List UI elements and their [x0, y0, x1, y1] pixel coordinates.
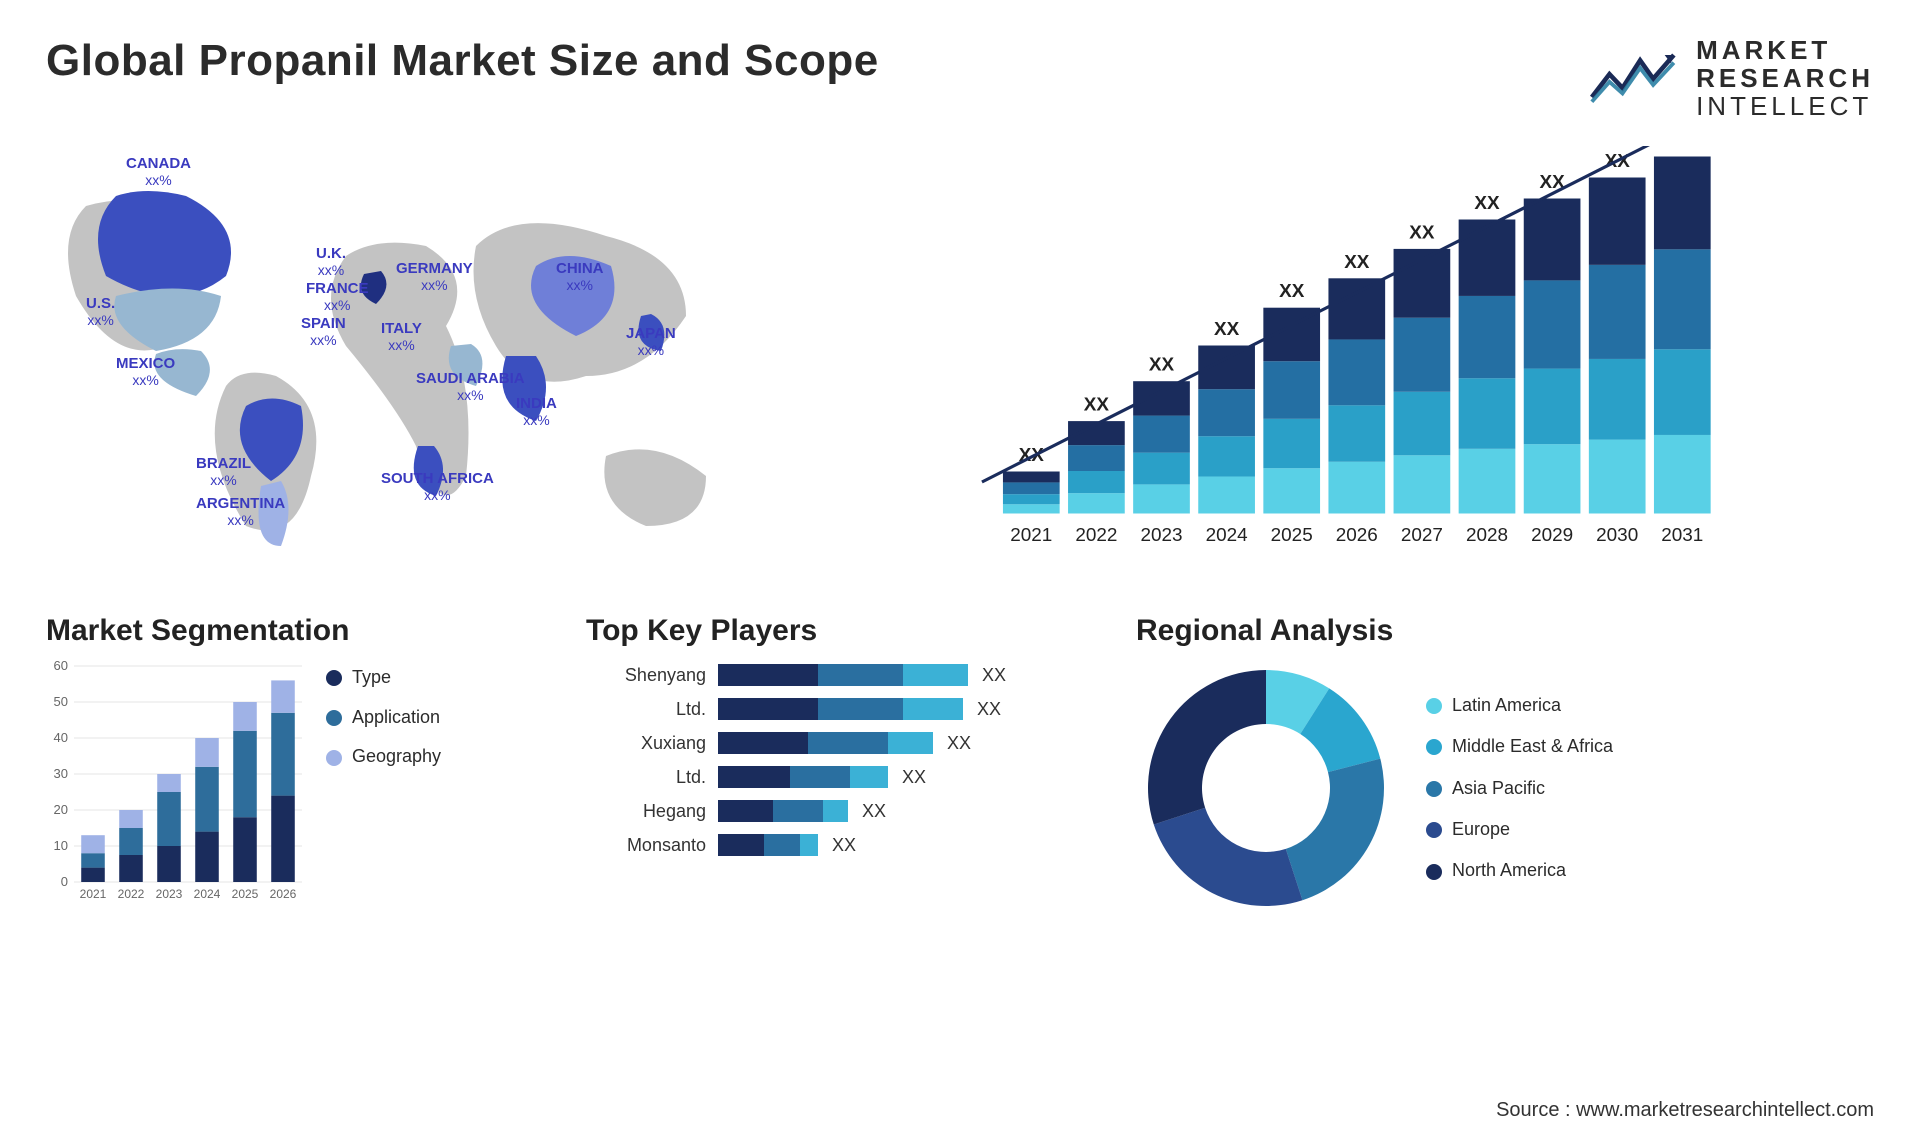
svg-text:2022: 2022 — [1075, 525, 1117, 546]
map-label-germany: GERMANYxx% — [396, 261, 473, 293]
svg-text:XX: XX — [1474, 193, 1500, 214]
svg-text:2028: 2028 — [1466, 525, 1508, 546]
svg-text:XX: XX — [1670, 146, 1696, 151]
svg-text:XX: XX — [1149, 355, 1175, 376]
key-player-bar-row: XX — [718, 692, 1106, 726]
key-player-bar-row: XX — [718, 794, 1106, 828]
svg-text:XX: XX — [1084, 395, 1110, 416]
map-label-japan: JAPANxx% — [626, 326, 676, 358]
svg-text:2025: 2025 — [232, 887, 259, 901]
key-player-label: Xuxiang — [586, 726, 706, 760]
map-label-italy: ITALYxx% — [381, 321, 422, 353]
svg-text:2026: 2026 — [1336, 525, 1378, 546]
svg-text:2029: 2029 — [1531, 525, 1573, 546]
map-label-canada: CANADAxx% — [126, 156, 191, 188]
svg-text:XX: XX — [1214, 319, 1240, 340]
segmentation-legend-item: Type — [326, 658, 441, 698]
key-player-value: XX — [902, 767, 926, 788]
regional-donut-chart — [1136, 658, 1396, 918]
map-label-u-k-: U.K.xx% — [316, 246, 346, 278]
regional-analysis-panel: Regional Analysis Latin AmericaMiddle Ea… — [1136, 614, 1874, 918]
map-label-brazil: BRAZILxx% — [196, 456, 251, 488]
svg-text:60: 60 — [54, 658, 68, 673]
map-label-saudi-arabia: SAUDI ARABIAxx% — [416, 371, 525, 403]
key-player-value: XX — [832, 835, 856, 856]
logo-mark-icon — [1588, 50, 1680, 106]
svg-text:XX: XX — [1344, 252, 1370, 273]
key-players-labels: ShenyangLtd.XuxiangLtd.HegangMonsanto — [586, 658, 706, 862]
map-label-u-s-: U.S.xx% — [86, 296, 115, 328]
page-title: Global Propanil Market Size and Scope — [46, 36, 879, 86]
segmentation-legend-item: Application — [326, 698, 441, 738]
segmentation-legend-item: Geography — [326, 737, 441, 777]
regional-legend-item: Latin America — [1426, 685, 1613, 726]
svg-text:40: 40 — [54, 730, 68, 745]
svg-text:2024: 2024 — [1206, 525, 1248, 546]
svg-text:2024: 2024 — [194, 887, 221, 901]
key-player-label: Monsanto — [586, 828, 706, 862]
key-players-bar-chart: XX XX XX XX XX XX — [718, 658, 1106, 862]
svg-text:2031: 2031 — [1661, 525, 1703, 546]
svg-text:50: 50 — [54, 694, 68, 709]
key-player-label: Hegang — [586, 794, 706, 828]
key-player-value: XX — [862, 801, 886, 822]
key-player-label: Ltd. — [586, 692, 706, 726]
map-label-argentina: ARGENTINAxx% — [196, 496, 285, 528]
key-player-label: Ltd. — [586, 760, 706, 794]
map-label-india: INDIAxx% — [516, 396, 557, 428]
svg-text:2027: 2027 — [1401, 525, 1443, 546]
map-label-mexico: MEXICOxx% — [116, 356, 175, 388]
segmentation-legend: TypeApplicationGeography — [326, 658, 441, 908]
market-segmentation-panel: Market Segmentation 0 10 20 30 40 50 60 2021 202… — [46, 614, 556, 918]
svg-text:10: 10 — [54, 838, 68, 853]
key-player-bar-row: XX — [718, 760, 1106, 794]
regional-legend-item: North America — [1426, 850, 1613, 891]
segmentation-title: Market Segmentation — [46, 614, 556, 648]
logo-text: MARKET RESEARCH INTELLECT — [1696, 36, 1874, 120]
key-player-label: Shenyang — [586, 658, 706, 692]
source-footer: Source : www.marketresearchintellect.com — [1496, 1099, 1874, 1122]
regional-analysis-title: Regional Analysis — [1136, 614, 1874, 648]
key-players-panel: Top Key Players ShenyangLtd.XuxiangLtd.H… — [586, 614, 1106, 918]
key-players-title: Top Key Players — [586, 614, 1106, 648]
map-label-south-africa: SOUTH AFRICAxx% — [381, 471, 494, 503]
key-player-bar-row: XX — [718, 658, 1106, 692]
svg-text:0: 0 — [61, 874, 68, 889]
svg-text:2026: 2026 — [270, 887, 297, 901]
regional-legend-item: Asia Pacific — [1426, 768, 1613, 809]
market-size-bar-chart: XX 2021 XX 2022 XX 2023 XX 2024 XX 2025 XX 2026 XX 20… — [806, 146, 1874, 566]
key-player-value: XX — [977, 699, 1001, 720]
regional-legend-item: Middle East & Africa — [1426, 726, 1613, 767]
svg-text:2021: 2021 — [80, 887, 107, 901]
svg-text:2022: 2022 — [118, 887, 145, 901]
svg-text:2030: 2030 — [1596, 525, 1638, 546]
key-player-value: XX — [947, 733, 971, 754]
key-player-bar-row: XX — [718, 726, 1106, 760]
map-label-france: FRANCExx% — [306, 281, 369, 313]
regional-legend: Latin AmericaMiddle East & AfricaAsia Pa… — [1426, 685, 1613, 892]
svg-text:2021: 2021 — [1010, 525, 1052, 546]
svg-text:XX: XX — [1409, 223, 1435, 244]
svg-text:2023: 2023 — [156, 887, 183, 901]
regional-legend-item: Europe — [1426, 809, 1613, 850]
segmentation-bar-chart: 0 10 20 30 40 50 60 2021 2022 2023 2024 2025 2026 — [46, 658, 306, 908]
map-label-china: CHINAxx% — [556, 261, 604, 293]
key-player-bar-row: XX — [718, 828, 1106, 862]
world-map: CANADAxx% U.S.xx%MEXICOxx% BRAZILxx% ARGENT… — [46, 146, 746, 566]
svg-text:XX: XX — [1279, 281, 1305, 302]
svg-text:2025: 2025 — [1271, 525, 1313, 546]
map-label-spain: SPAINxx% — [301, 316, 346, 348]
svg-text:20: 20 — [54, 802, 68, 817]
svg-text:30: 30 — [54, 766, 68, 781]
key-player-value: XX — [982, 665, 1006, 686]
svg-text:2023: 2023 — [1140, 525, 1182, 546]
brand-logo: MARKET RESEARCH INTELLECT — [1588, 36, 1874, 120]
